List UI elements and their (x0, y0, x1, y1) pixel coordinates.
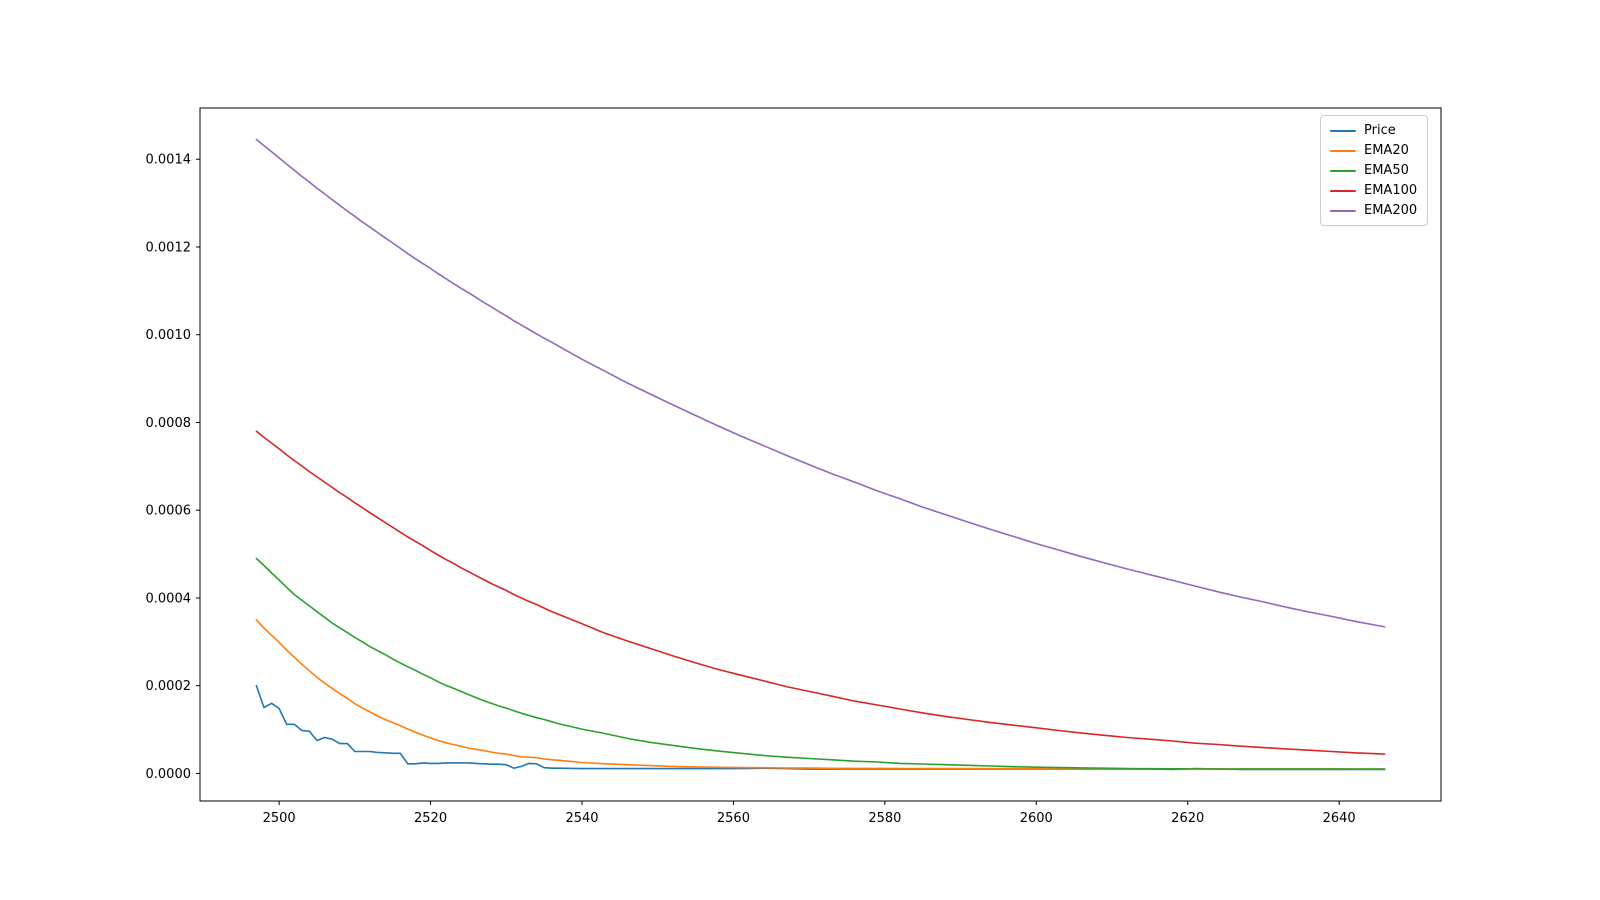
legend-item-ema100[interactable]: EMA100 (1330, 182, 1417, 199)
legend-label-ema20: EMA20 (1364, 143, 1409, 158)
legend-item-price[interactable]: Price (1330, 122, 1417, 139)
y-tick-label: 0.0006 (146, 504, 192, 519)
x-tick-label: 2560 (717, 811, 750, 826)
legend-line-ema50 (1330, 169, 1356, 172)
legend[interactable]: Price EMA20 EMA50 EMA100 EMA200 (1320, 115, 1429, 226)
legend-item-ema50[interactable]: EMA50 (1330, 162, 1417, 179)
y-tick-label: 0.0014 (146, 153, 192, 168)
series-line-ema200 (255, 138, 1386, 628)
legend-line-ema100 (1330, 189, 1356, 192)
x-tick-label: 2540 (565, 811, 598, 826)
x-tick-label: 2580 (868, 811, 901, 826)
series-line-ema100 (255, 430, 1386, 755)
legend-label-ema100: EMA100 (1364, 183, 1418, 198)
series-line-price (255, 684, 1386, 771)
x-tick-label: 2620 (1171, 811, 1204, 826)
series-line-ema50 (255, 557, 1386, 770)
y-tick-label: 0.0004 (146, 591, 192, 606)
legend-label-ema200: EMA200 (1364, 203, 1418, 218)
legend-line-ema20 (1330, 149, 1356, 152)
legend-label-price: Price (1364, 123, 1396, 138)
y-tick-label: 0.0002 (146, 679, 192, 694)
y-tick-label: 0.0010 (146, 328, 192, 343)
legend-label-ema50: EMA50 (1364, 163, 1409, 178)
x-tick-label: 2500 (263, 811, 296, 826)
legend-line-price (1330, 129, 1356, 132)
y-tick-label: 0.0008 (146, 416, 192, 431)
legend-line-ema200 (1330, 209, 1356, 212)
y-tick-label: 0.0000 (146, 767, 192, 782)
x-tick-label: 2520 (414, 811, 447, 826)
x-tick-label: 2640 (1323, 811, 1356, 826)
y-tick-label: 0.0012 (146, 240, 192, 255)
x-tick-label: 2600 (1020, 811, 1053, 826)
legend-item-ema200[interactable]: EMA200 (1330, 202, 1417, 219)
plot-border (199, 107, 1442, 802)
legend-item-ema20[interactable]: EMA20 (1330, 142, 1417, 159)
